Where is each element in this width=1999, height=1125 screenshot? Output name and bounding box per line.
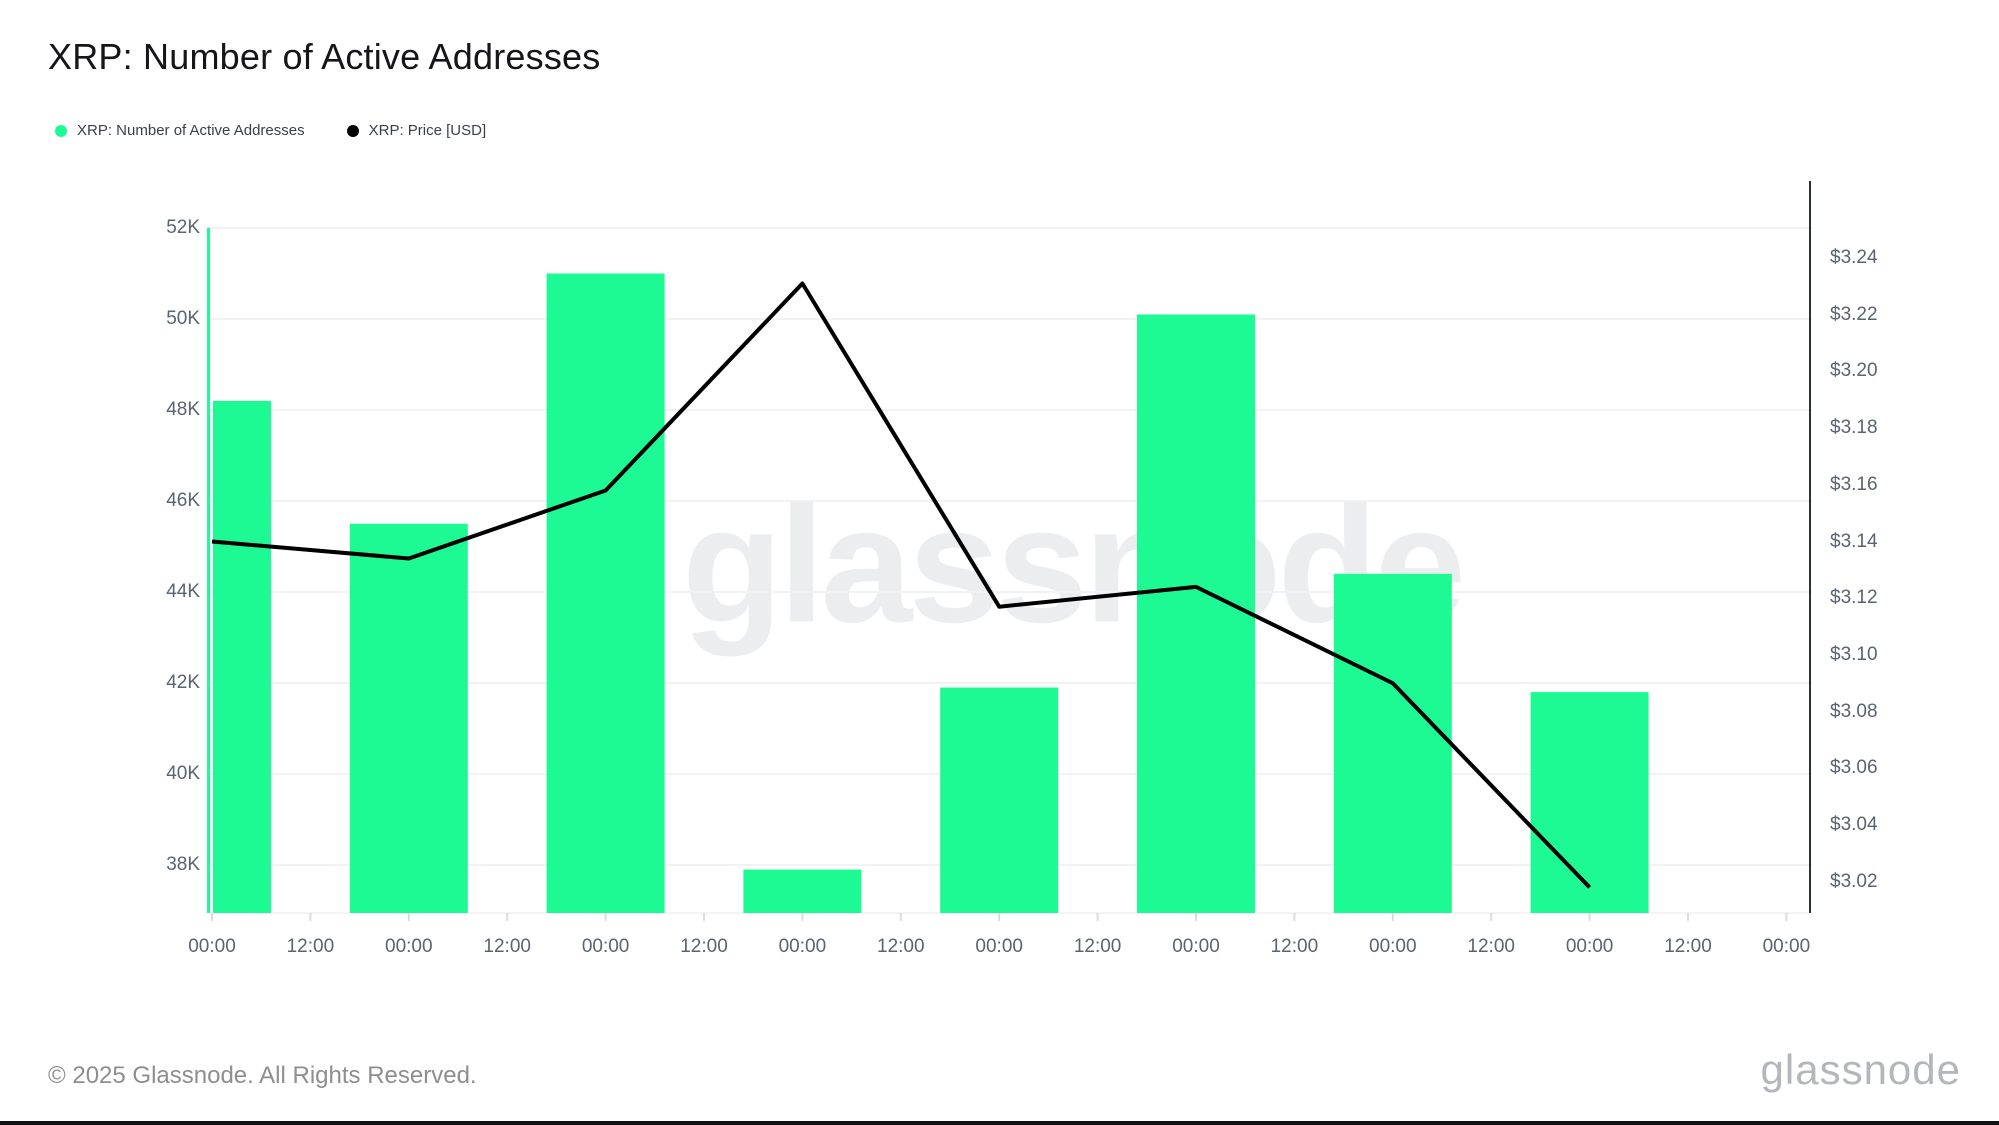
y-axis-right-tick-label: $3.10: [1830, 643, 1878, 665]
x-axis-tick-label: 00:00: [975, 936, 1023, 957]
legend: XRP: Number of Active Addresses XRP: Pri…: [55, 122, 486, 139]
y-axis-right-tick-label: $3.06: [1830, 757, 1878, 779]
glassnode-logo: glassnode: [1760, 1046, 1961, 1093]
bottom-border: [0, 1121, 1999, 1125]
y-axis-left-tick-label: 40K: [166, 763, 200, 784]
x-axis-tick-label: 00:00: [1369, 936, 1417, 957]
price-line[interactable]: [211, 281, 1592, 889]
active-addresses-bar[interactable]: [743, 869, 862, 913]
y-axis-left-tick-label: 48K: [166, 399, 200, 420]
x-axis-tick-label: 12:00: [680, 936, 728, 957]
x-axis-tick-label: 00:00: [778, 936, 827, 957]
legend-swatch-green-dot-icon: [55, 124, 67, 137]
y-axis-left-tick-label: 38K: [166, 854, 200, 875]
x-axis-tick-label: 00:00: [188, 936, 236, 957]
y-axis-right-tick-label: $3.18: [1830, 417, 1878, 439]
y-axis-right-tick-label: $3.14: [1830, 530, 1878, 552]
y-axis-right-tick-label: $3.24: [1830, 247, 1878, 268]
y-axis-right-tick-label: $3.22: [1830, 303, 1878, 325]
y-axis-left-tick-label: 50K: [166, 308, 200, 329]
y-axis-right-tick-label: $3.16: [1830, 473, 1878, 495]
legend-item-active-addresses[interactable]: XRP: Number of Active Addresses: [55, 122, 305, 139]
x-axis-tick-label: 12:00: [286, 936, 335, 957]
chart-title: XRP: Number of Active Addresses: [48, 36, 601, 77]
y-axis-right-tick-label: $3.12: [1830, 587, 1878, 609]
y-axis-left-tick-label: 46K: [166, 490, 200, 511]
clipped-edge-bar[interactable]: [207, 228, 210, 913]
x-axis-tick-label: 12:00: [1270, 936, 1319, 957]
active-addresses-bar[interactable]: [940, 687, 1059, 913]
y-axis-left-tick-label: 52K: [166, 217, 200, 238]
legend-label: XRP: Number of Active Addresses: [77, 122, 305, 139]
y-axis-left-tick-label: 44K: [166, 581, 200, 602]
x-axis-tick-label: 12:00: [1664, 936, 1712, 957]
active-addresses-bar[interactable]: [1530, 692, 1649, 913]
x-axis-tick-label: 00:00: [581, 936, 630, 957]
y-axis-right-tick-label: $3.08: [1830, 700, 1878, 722]
legend-item-price[interactable]: XRP: Price [USD]: [346, 122, 487, 139]
x-axis-tick-label: 00:00: [1565, 936, 1614, 957]
plot-area[interactable]: [206, 181, 1812, 926]
x-axis-tick-label: 12:00: [483, 936, 531, 957]
x-axis-tick-label: 00:00: [385, 936, 433, 957]
legend-swatch-black-dot-icon: [346, 124, 359, 137]
x-axis-tick-label: 00:00: [1762, 936, 1811, 957]
legend-label: XRP: Price [USD]: [368, 122, 487, 139]
y-axis-left-tick-label: 42K: [166, 672, 200, 693]
active-addresses-bar[interactable]: [349, 523, 468, 913]
active-addresses-bar[interactable]: [1137, 314, 1255, 913]
active-addresses-bar[interactable]: [1333, 573, 1452, 913]
y-axis-right-tick-label: $3.02: [1830, 870, 1878, 892]
y-axis-right-tick-label: $3.20: [1830, 360, 1878, 382]
x-axis-tick-label: 12:00: [1467, 936, 1515, 957]
y-axis-right-tick-label: $3.04: [1830, 814, 1878, 835]
copyright-text: © 2025 Glassnode. All Rights Reserved.: [48, 1062, 477, 1089]
active-addresses-bar[interactable]: [546, 273, 665, 914]
x-axis-tick-label: 12:00: [1073, 936, 1122, 957]
active-addresses-bar[interactable]: [213, 400, 271, 913]
x-axis-tick-label: 12:00: [877, 936, 925, 957]
x-axis-tick-label: 00:00: [1172, 936, 1220, 957]
